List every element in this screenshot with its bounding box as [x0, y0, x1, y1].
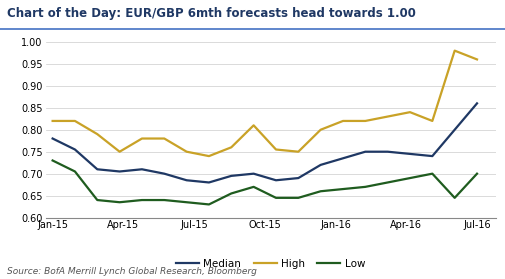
- Median: [272, 179, 278, 182]
- Low: [250, 185, 256, 189]
- Low: [473, 172, 479, 175]
- High: [451, 49, 457, 52]
- Low: [161, 198, 167, 202]
- Low: [72, 170, 78, 173]
- High: [384, 115, 390, 118]
- Low: [428, 172, 434, 175]
- Median: [72, 148, 78, 151]
- High: [49, 119, 56, 123]
- Median: [428, 155, 434, 158]
- High: [250, 124, 256, 127]
- Line: High: High: [53, 51, 476, 156]
- Median: [94, 168, 100, 171]
- Line: Low: Low: [53, 160, 476, 205]
- High: [272, 148, 278, 151]
- High: [406, 110, 412, 114]
- High: [228, 146, 234, 149]
- High: [473, 58, 479, 61]
- High: [317, 128, 323, 131]
- Median: [384, 150, 390, 153]
- Low: [116, 201, 122, 204]
- Low: [183, 201, 189, 204]
- Low: [94, 198, 100, 202]
- Median: [228, 174, 234, 177]
- High: [295, 150, 301, 153]
- High: [428, 119, 434, 123]
- Low: [406, 176, 412, 180]
- Low: [451, 196, 457, 199]
- Median: [406, 152, 412, 156]
- Low: [228, 192, 234, 195]
- Median: [295, 176, 301, 180]
- Low: [272, 196, 278, 199]
- Text: Chart of the Day: EUR/GBP 6mth forecasts head towards 1.00: Chart of the Day: EUR/GBP 6mth forecasts…: [7, 7, 415, 20]
- Median: [451, 128, 457, 131]
- Low: [49, 159, 56, 162]
- High: [183, 150, 189, 153]
- High: [94, 133, 100, 136]
- Median: [161, 172, 167, 175]
- High: [161, 137, 167, 140]
- Low: [206, 203, 212, 206]
- Low: [139, 198, 145, 202]
- Low: [384, 181, 390, 184]
- High: [72, 119, 78, 123]
- Median: [339, 157, 345, 160]
- High: [362, 119, 368, 123]
- Median: [362, 150, 368, 153]
- Median: [183, 179, 189, 182]
- High: [339, 119, 345, 123]
- Median: [116, 170, 122, 173]
- Low: [317, 190, 323, 193]
- Text: Source: BofA Merrill Lynch Global Research, Bloomberg: Source: BofA Merrill Lynch Global Resear…: [7, 267, 256, 276]
- Low: [339, 187, 345, 191]
- Low: [295, 196, 301, 199]
- Median: [206, 181, 212, 184]
- Line: Median: Median: [53, 104, 476, 182]
- Median: [250, 172, 256, 175]
- Legend: Median, High, Low: Median, High, Low: [172, 254, 369, 273]
- Low: [362, 185, 368, 189]
- High: [206, 155, 212, 158]
- High: [139, 137, 145, 140]
- Median: [473, 102, 479, 105]
- Median: [139, 168, 145, 171]
- Median: [317, 163, 323, 167]
- High: [116, 150, 122, 153]
- Median: [49, 137, 56, 140]
